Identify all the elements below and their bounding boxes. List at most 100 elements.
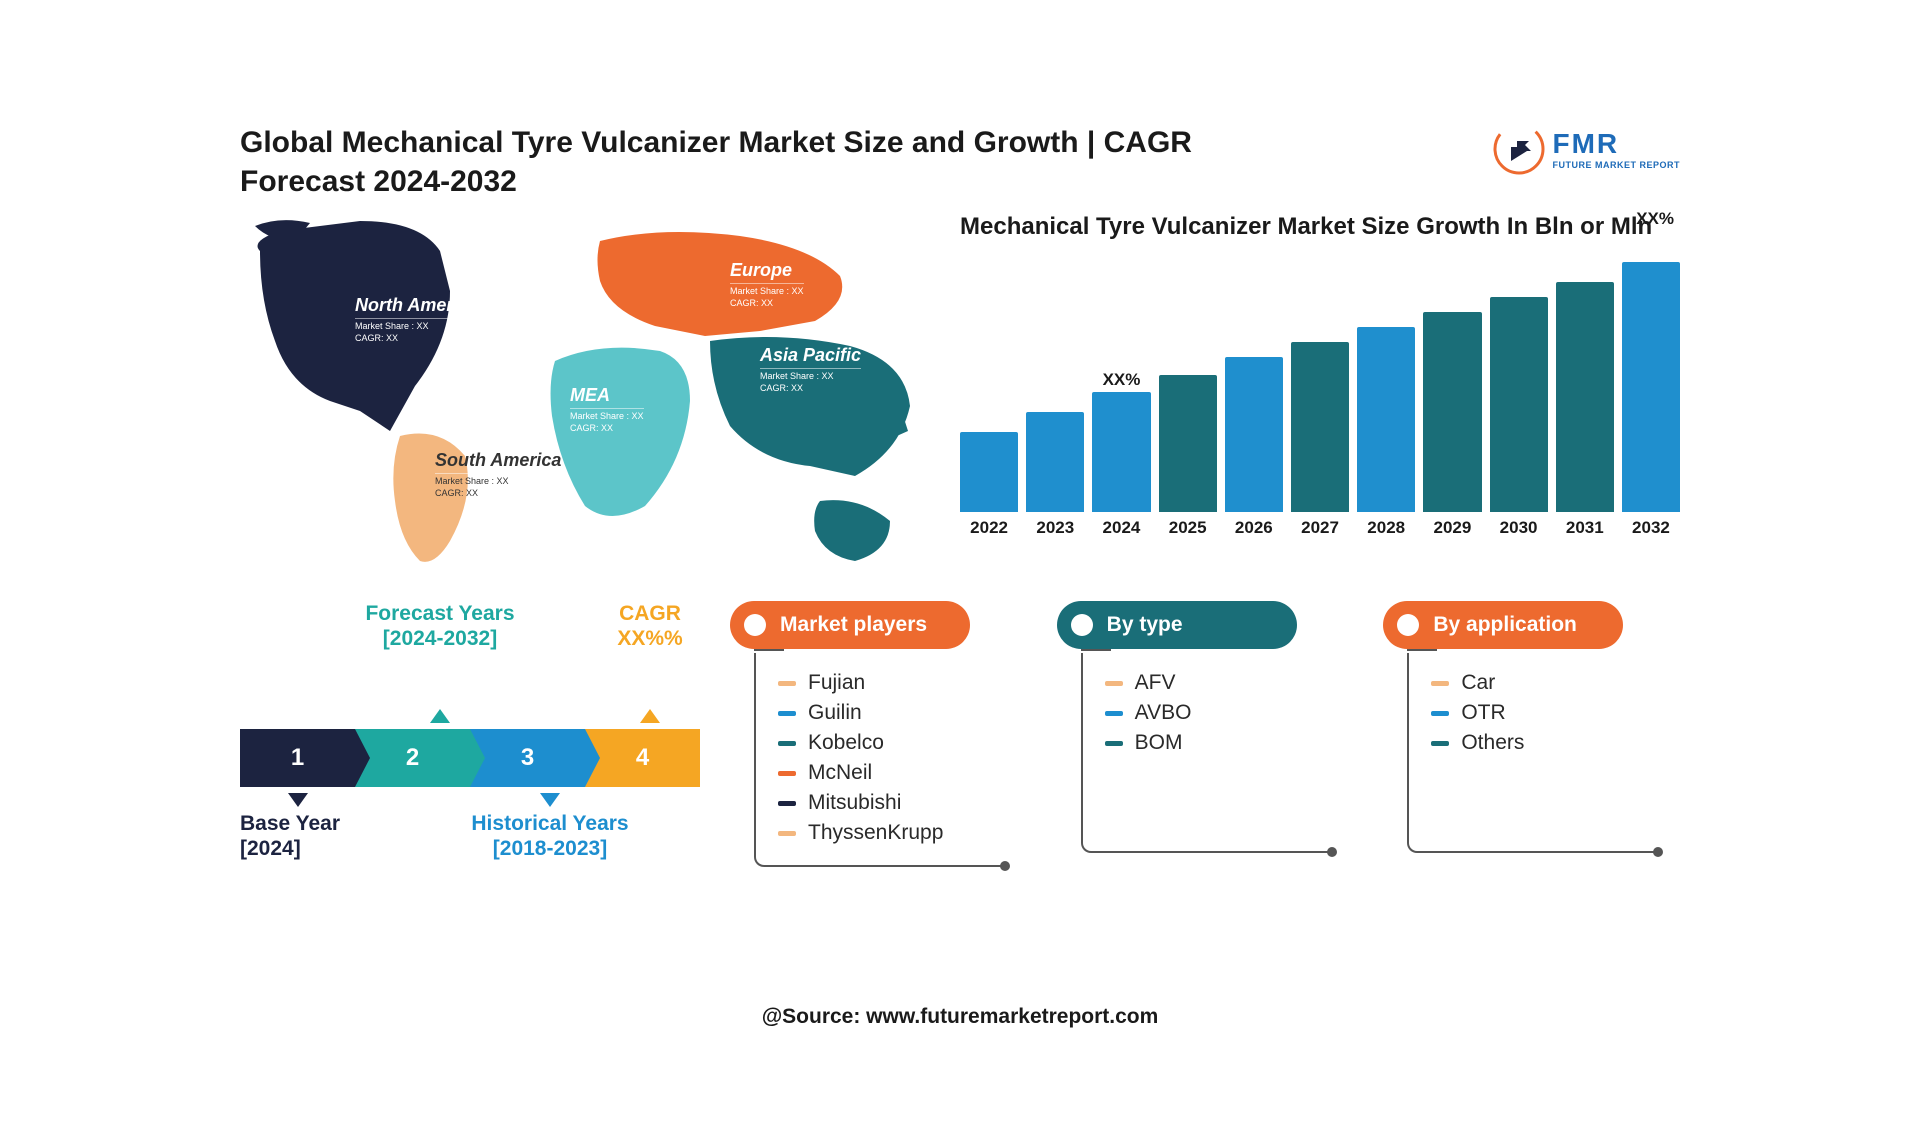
bar-group: 2032 [1622, 262, 1680, 538]
list-item-label: Others [1461, 731, 1524, 755]
bar [1357, 327, 1415, 512]
arrow-up-icon [640, 709, 660, 723]
list-item: AVBO [1105, 701, 1321, 725]
bar-year-label: 2030 [1500, 518, 1538, 538]
region-europe [598, 232, 843, 336]
list-item: AFV [1105, 671, 1321, 695]
list-item-dash-icon [778, 771, 796, 776]
pill-bullet-icon [744, 614, 766, 636]
bar-year-label: 2026 [1235, 518, 1273, 538]
logo-text-main: FMR [1553, 128, 1681, 160]
bar-year-label: 2028 [1367, 518, 1405, 538]
bar-group: 2028 [1357, 327, 1415, 538]
pill-bullet-icon [1397, 614, 1419, 636]
list-item-dash-icon [1431, 681, 1449, 686]
bar-year-label: 2032 [1632, 518, 1670, 538]
timeline-seg-1: 1 [240, 729, 355, 787]
timeline-bar: 1 2 3 4 [240, 729, 700, 787]
arrow-up-icon [430, 709, 450, 723]
bar-year-label: 2025 [1169, 518, 1207, 538]
bar-year-label: 2029 [1433, 518, 1471, 538]
pill-market-players: Market players [730, 601, 970, 649]
world-map: North America Market Share : XXCAGR: XX … [240, 211, 940, 571]
col-by-application: By application Car OTR Others [1383, 601, 1680, 867]
page-title: Global Mechanical Tyre Vulcanizer Market… [240, 123, 1210, 201]
list-item-label: Car [1461, 671, 1495, 695]
list-item-dash-icon [1431, 741, 1449, 746]
bar-group: XX%2024 [1092, 392, 1150, 538]
pill-by-type: By type [1057, 601, 1297, 649]
list-item: BOM [1105, 731, 1321, 755]
pill-label: By application [1433, 613, 1577, 637]
label-cagr: CAGRXX%% [600, 601, 700, 651]
bar [1556, 282, 1614, 512]
pill-bullet-icon [1071, 614, 1093, 636]
bar [1622, 262, 1680, 512]
bar-group: 2031 [1556, 282, 1614, 538]
list-item: McNeil [778, 761, 994, 785]
bar [960, 432, 1018, 512]
list-item-label: Kobelco [808, 731, 884, 755]
list-item: Fujian [778, 671, 994, 695]
list-item-label: AVBO [1135, 701, 1192, 725]
pill-label: Market players [780, 613, 927, 637]
list-item-dash-icon [778, 681, 796, 686]
list-item-label: BOM [1135, 731, 1183, 755]
timeline-seg-2: 2 [355, 729, 470, 787]
list-item: OTR [1431, 701, 1647, 725]
list-by-type: AFV AVBO BOM [1081, 653, 1331, 853]
list-item-label: ThyssenKrupp [808, 821, 943, 845]
bar [1092, 392, 1150, 512]
source-text: @Source: www.futuremarketreport.com [762, 1005, 1159, 1029]
arrow-down-icon [540, 793, 560, 807]
list-item-label: McNeil [808, 761, 872, 785]
bar [1291, 342, 1349, 512]
list-item-dash-icon [1431, 711, 1449, 716]
fmr-logo-icon [1493, 123, 1545, 175]
list-item-dash-icon [778, 831, 796, 836]
annot-2032: XX% [1636, 209, 1674, 229]
bar [1159, 375, 1217, 513]
bar-group: 2023 [1026, 412, 1084, 538]
bar-year-label: 2031 [1566, 518, 1604, 538]
bar [1026, 412, 1084, 512]
list-item-dash-icon [778, 801, 796, 806]
bar-year-label: 2024 [1103, 518, 1141, 538]
list-item: Kobelco [778, 731, 994, 755]
bar [1225, 357, 1283, 512]
bar-group: 2027 [1291, 342, 1349, 538]
bar-group: 2025 [1159, 375, 1217, 539]
list-item: Guilin [778, 701, 994, 725]
bar-group: 2026 [1225, 357, 1283, 538]
bar-group: 2030 [1490, 297, 1548, 538]
bar-group: 2029 [1423, 312, 1481, 538]
list-item-dash-icon [1105, 681, 1123, 686]
logo-text-sub: FUTURE MARKET REPORT [1553, 160, 1681, 170]
logo: FMR FUTURE MARKET REPORT [1493, 123, 1681, 175]
label-forecast-years: Forecast Years[2024-2032] [360, 601, 520, 651]
chart-title: Mechanical Tyre Vulcanizer Market Size G… [960, 211, 1680, 242]
bar [1490, 297, 1548, 512]
list-item-dash-icon [1105, 711, 1123, 716]
timeline-section: Forecast Years[2024-2032] CAGRXX%% 1 2 3… [240, 601, 700, 867]
list-item-dash-icon [778, 711, 796, 716]
label-europe: Europe Market Share : XXCAGR: XX [730, 261, 804, 309]
list-item: ThyssenKrupp [778, 821, 994, 845]
list-item-label: Guilin [808, 701, 862, 725]
timeline-seg-4: 4 [585, 729, 700, 787]
label-asia-pacific: Asia Pacific Market Share : XXCAGR: XX [760, 346, 861, 394]
bar-chart: 2022 2023 XX%2024 2025 2026 2027 2028 2029 2030 2… [960, 248, 1680, 538]
list-item-label: Mitsubishi [808, 791, 901, 815]
list-item: Others [1431, 731, 1647, 755]
list-item-label: AFV [1135, 671, 1176, 695]
timeline-seg-3: 3 [470, 729, 585, 787]
list-item-label: OTR [1461, 701, 1505, 725]
list-item: Mitsubishi [778, 791, 994, 815]
list-item-dash-icon [778, 741, 796, 746]
pill-label: By type [1107, 613, 1183, 637]
label-base-year: Base Year[2024] [240, 811, 340, 861]
list-item-dash-icon [1105, 741, 1123, 746]
bar-year-label: 2023 [1036, 518, 1074, 538]
col-market-players: Market players Fujian Guilin Kobelco McNeil… [730, 601, 1027, 867]
bar-year-label: 2022 [970, 518, 1008, 538]
